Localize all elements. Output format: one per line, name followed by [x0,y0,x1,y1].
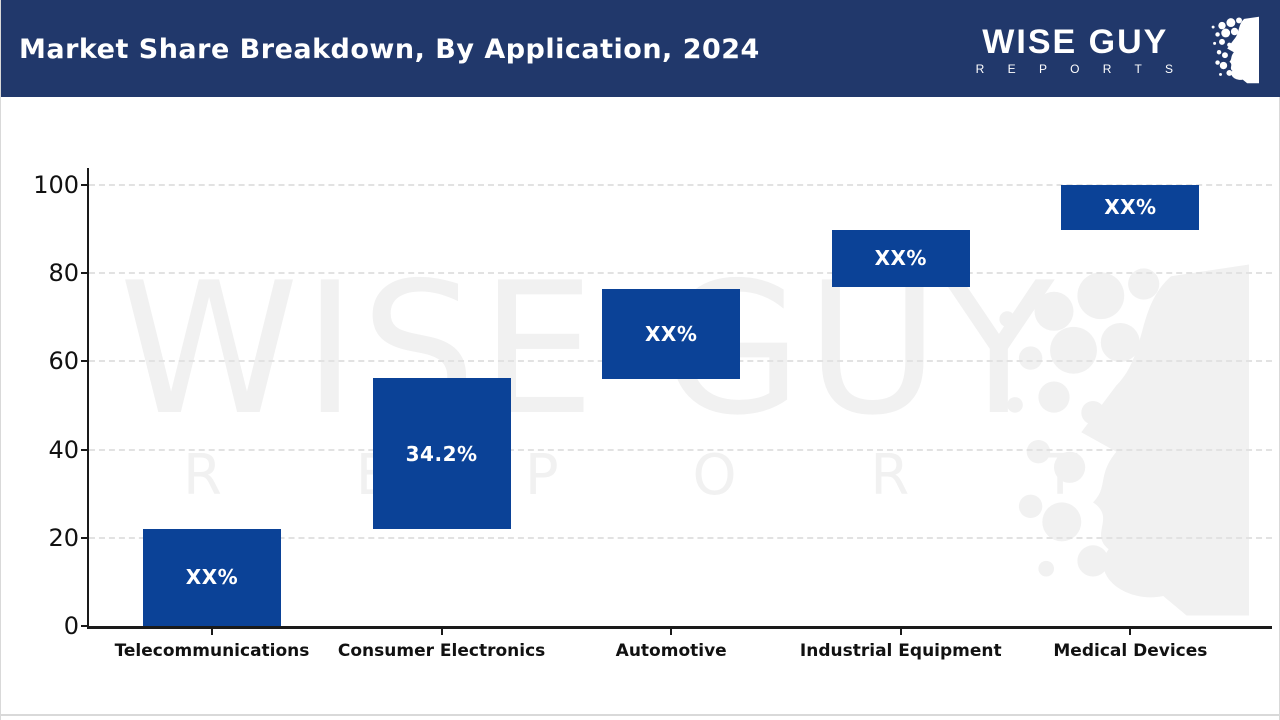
x-category-label: Automotive [615,641,727,661]
x-category-label: Industrial Equipment [799,641,1002,661]
bar-value-label: XX% [1104,195,1157,220]
y-axis-spine [87,168,89,628]
bar-value-label: XX% [874,246,927,271]
wise-guy-reports-logo: WISE GUY R E P O R T S [968,10,1259,90]
bar-value-label: XX% [185,565,239,590]
logo-face-icon [1211,16,1259,84]
logo-reports-label: R E P O R T S [975,62,1183,76]
bar-consumer-electronics: 34.2% [372,378,511,529]
y-tick-label: 0 [63,612,79,640]
grid-line [89,184,1272,186]
bar-industrial-equipment: XX% [831,229,970,287]
x-tick-mark [1129,628,1132,635]
watermark-face-icon [999,264,1249,616]
y-tick-mark [81,448,88,451]
bar-medical-devices: XX% [1061,185,1200,230]
x-category-label: Medical Devices [1053,641,1208,661]
x-tick-mark [899,628,902,635]
logo-text: WISE GUY R E P O R T S [968,25,1183,75]
x-category-label: Telecommunications [114,641,310,661]
y-tick-label: 80 [48,259,79,288]
grid-line [89,448,1272,451]
y-tick-mark [81,184,88,186]
y-tick-label: 100 [33,171,79,199]
y-tick-label: 20 [48,523,79,552]
bar-telecommunications: XX% [143,528,281,626]
page-title: Market Share Breakdown, By Application, … [19,34,760,65]
logo-wiseguy-label: WISE GUY [982,23,1169,61]
x-tick-mark [440,628,443,635]
bar-value-label: 34.2% [405,441,478,466]
bar-value-label: XX% [644,322,698,347]
grid-line [89,536,1272,539]
y-tick-mark [81,625,88,627]
x-tick-mark [211,628,213,635]
y-tick-label: 40 [48,435,79,464]
x-axis-spine [87,626,1272,629]
x-category-label: Consumer Electronics [337,641,546,661]
y-tick-mark [81,360,88,363]
footer-divider [1,714,1280,716]
x-tick-mark [670,628,673,635]
grid-line [89,272,1272,275]
watermark-text-wiseguy: WISE GUY [119,243,1059,455]
y-tick-mark [81,536,88,539]
y-tick-label: 60 [48,347,79,376]
bar-automotive: XX% [602,289,741,380]
header-bar: Market Share Breakdown, By Application, … [1,0,1280,97]
y-tick-mark [81,272,88,275]
